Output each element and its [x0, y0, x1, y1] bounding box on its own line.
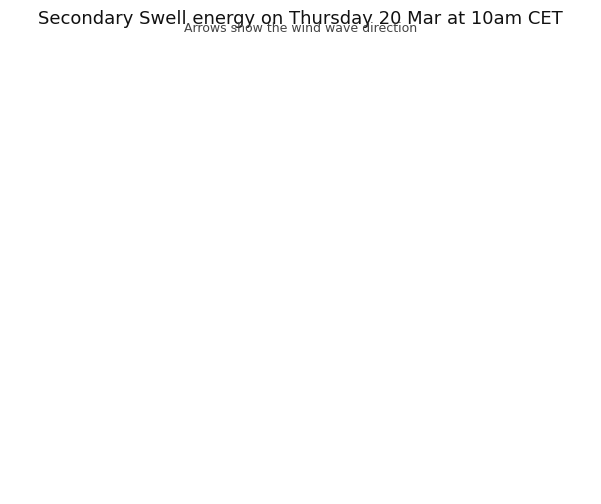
Text: Arrows show the wind wave direction: Arrows show the wind wave direction: [184, 22, 417, 35]
Text: Secondary Swell energy on Thursday 20 Mar at 10am CET: Secondary Swell energy on Thursday 20 Ma…: [38, 10, 563, 28]
Text: cartopy required: cartopy required: [219, 265, 382, 284]
